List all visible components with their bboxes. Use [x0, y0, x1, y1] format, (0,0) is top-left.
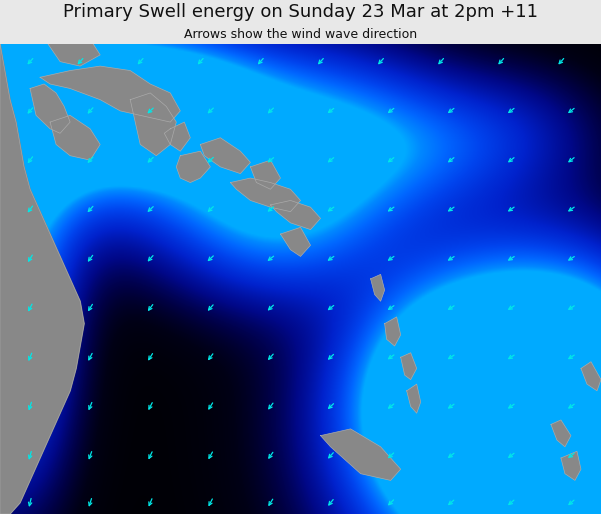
Polygon shape	[385, 317, 401, 346]
Polygon shape	[320, 429, 401, 481]
Polygon shape	[40, 66, 180, 122]
Polygon shape	[40, 26, 100, 66]
Polygon shape	[200, 138, 251, 174]
Polygon shape	[164, 122, 191, 151]
Text: Primary Swell energy on Sunday 23 Mar at 2pm +11: Primary Swell energy on Sunday 23 Mar at…	[63, 3, 538, 21]
Polygon shape	[176, 151, 210, 182]
Polygon shape	[561, 451, 581, 481]
Polygon shape	[371, 274, 385, 301]
Polygon shape	[30, 84, 70, 133]
Polygon shape	[407, 384, 421, 413]
Polygon shape	[281, 227, 311, 256]
Polygon shape	[581, 362, 601, 391]
Text: Arrows show the wind wave direction: Arrows show the wind wave direction	[184, 28, 417, 41]
Polygon shape	[130, 93, 176, 156]
Polygon shape	[50, 115, 100, 160]
Polygon shape	[0, 44, 84, 514]
Polygon shape	[270, 200, 320, 230]
Polygon shape	[401, 353, 416, 380]
Polygon shape	[551, 420, 571, 447]
Polygon shape	[251, 160, 281, 189]
Polygon shape	[230, 178, 300, 212]
